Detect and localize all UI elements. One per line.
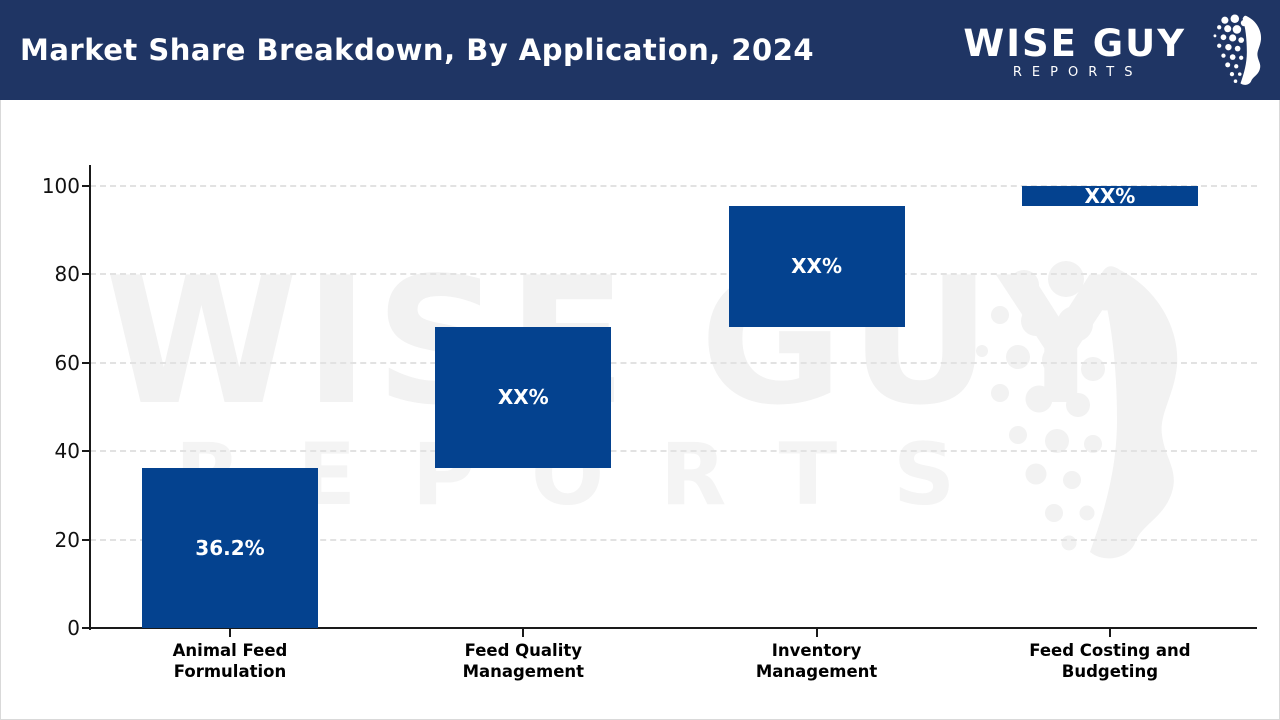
bar-value-label: XX% [497, 385, 549, 410]
y-axis-tick-mark [82, 361, 90, 364]
brand-logo-text: WISE GUY REPORTS [963, 21, 1186, 80]
x-axis-tick-mark [815, 629, 818, 637]
y-axis-tick-label: 20 [54, 527, 80, 552]
gridline-100 [90, 185, 1257, 187]
y-axis-tick-mark [82, 273, 90, 276]
bar-value-label: XX% [791, 254, 843, 279]
bar-value-label: XX% [1084, 183, 1136, 208]
gridline-20 [90, 538, 1257, 541]
y-axis-tick-label: 40 [54, 439, 80, 464]
bar-value-label: 36.2% [195, 535, 265, 560]
y-axis-tick-mark [82, 185, 90, 187]
y-axis-tick-mark [82, 627, 90, 629]
x-axis-category-label: Animal Feed Formulation [172, 641, 288, 681]
x-axis-category-label: Feed Quality Management [462, 641, 585, 681]
bar-1: 36.2% [142, 467, 318, 628]
y-axis-tick-mark [82, 538, 90, 541]
gridline-40 [90, 450, 1257, 453]
gridline-80 [90, 273, 1257, 276]
bar-3: XX% [728, 205, 905, 327]
x-axis-category-label: Feed Costing and Budgeting [1029, 641, 1191, 681]
watermark-text-wiseguy: WISE GUY [105, 241, 1131, 444]
brand-logo: WISE GUY REPORTS [963, 7, 1266, 93]
y-axis-tick-label: 100 [41, 174, 80, 198]
brand-face-icon [1188, 7, 1266, 93]
y-axis-tick-mark [82, 450, 90, 453]
y-axis-tick-label: 0 [67, 616, 80, 640]
brand-name: WISE GUY [963, 21, 1186, 65]
x-axis-tick-mark [522, 629, 525, 637]
x-axis-tick-mark [229, 629, 231, 637]
bar-4: XX% [1021, 183, 1198, 208]
x-axis-tick-mark [1108, 629, 1111, 637]
gridline-60 [90, 361, 1257, 364]
page-title: Market Share Breakdown, By Application, … [20, 33, 815, 67]
header-bar: Market Share Breakdown, By Application, … [0, 0, 1280, 100]
x-axis-category-label: Inventory Management [755, 641, 878, 681]
brand-subname: REPORTS [1012, 64, 1143, 80]
y-axis-tick-label: 60 [54, 350, 80, 375]
x-axis-line [89, 627, 1257, 629]
bar-2: XX% [435, 326, 612, 468]
y-axis-tick-label: 80 [54, 262, 80, 287]
y-axis-line [89, 165, 91, 630]
